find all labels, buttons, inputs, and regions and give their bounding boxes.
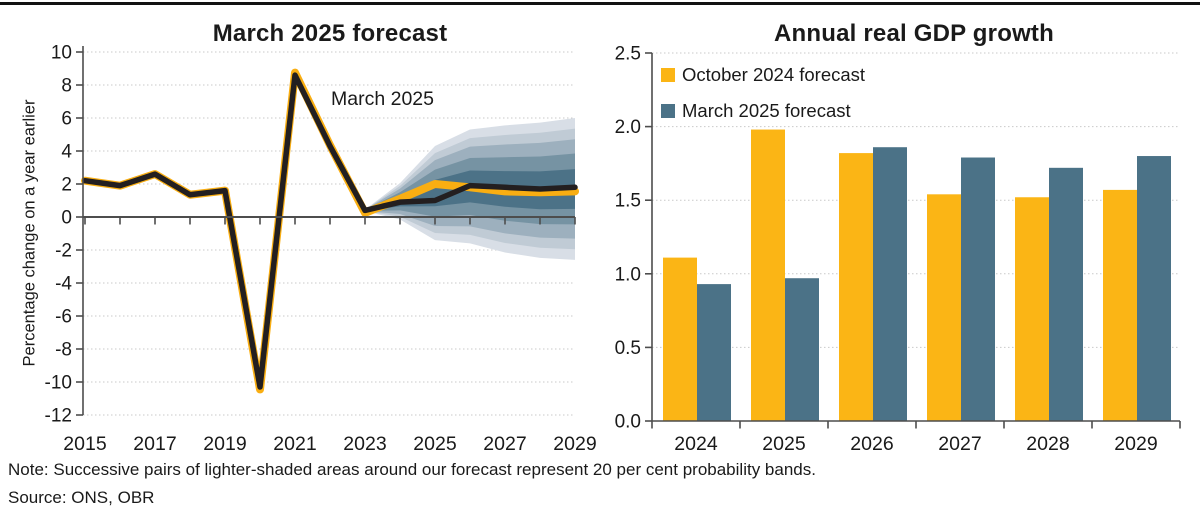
y-tick-label: 2.5 <box>615 44 641 65</box>
y-tick-label: 8 <box>61 76 72 97</box>
fan-chart-panel: March 2025 forecast Percentage change on… <box>0 0 600 460</box>
x-tick-label: 2025 <box>413 433 457 455</box>
y-tick-label: 2 <box>61 175 72 196</box>
y-tick-label: 10 <box>51 43 72 64</box>
legend-label-october-2024: October 2024 forecast <box>682 63 866 85</box>
march-bar-2026 <box>873 147 907 421</box>
bar-chart-legend: October 2024 forecast March 2025 forecas… <box>661 63 866 138</box>
x-tick-label: 2019 <box>203 433 246 455</box>
x-tick-label: 2026 <box>850 433 893 455</box>
y-tick-label: -8 <box>55 340 72 361</box>
march-2025-line-annotation: March 2025 <box>331 88 434 110</box>
top-border-rule <box>0 2 1200 5</box>
x-tick-label: 2027 <box>483 433 526 455</box>
october-bar-2026 <box>839 153 873 421</box>
x-tick-label: 2024 <box>674 433 718 455</box>
legend-label-march-2025: March 2025 forecast <box>682 99 851 121</box>
y-tick-label: 6 <box>61 109 72 130</box>
y-tick-label: -2 <box>55 241 72 262</box>
y-tick-label: 2.0 <box>615 117 641 138</box>
october-bar-2029 <box>1103 189 1137 421</box>
figure-source: Source: ONS, OBR <box>8 488 155 507</box>
x-tick-label: 2015 <box>63 433 107 455</box>
march-forecast-line <box>82 72 578 390</box>
x-tick-label: 2029 <box>1114 433 1157 455</box>
x-tick-label: 2021 <box>273 433 316 455</box>
march-bar-2027 <box>961 157 995 421</box>
legend-item-march-2025: March 2025 forecast <box>661 99 865 121</box>
october-2024-swatch-icon <box>661 67 675 82</box>
y-tick-label: -6 <box>55 307 72 328</box>
x-tick-label: 2029 <box>553 433 596 455</box>
october-bar-2025 <box>751 129 785 421</box>
x-tick-label: 2023 <box>343 433 386 455</box>
y-tick-label: -10 <box>45 373 72 394</box>
legend-item-october-2024: October 2024 forecast <box>661 63 866 85</box>
y-tick-label: 0.5 <box>615 338 641 359</box>
march-2025-swatch-icon <box>661 103 675 118</box>
x-tick-label: 2028 <box>1026 433 1069 455</box>
y-tick-label: -12 <box>45 406 72 427</box>
bar-chart-title: Annual real GDP growth <box>774 20 1054 47</box>
october-bar-2027 <box>927 194 961 421</box>
x-tick-label: 2025 <box>762 433 806 455</box>
march-bar-2029 <box>1137 156 1171 422</box>
figure-note: Note: Successive pairs of lighter-shaded… <box>8 460 816 479</box>
x-tick-label: 2027 <box>938 433 981 455</box>
y-tick-label: 0 <box>61 208 72 229</box>
x-tick-label: 2017 <box>133 433 176 455</box>
y-tick-label: 0.0 <box>615 412 641 433</box>
fan-chart-canvas: 10 8 6 4 2 0 -2 -4 -6 -8 -10 -12 2015 2017 2019 2021 202… <box>45 43 597 456</box>
march-bar-2025 <box>785 278 819 421</box>
y-tick-label: 4 <box>61 142 72 163</box>
march-bar-2028 <box>1049 167 1083 421</box>
march-bar-2024 <box>697 284 731 421</box>
y-tick-label: 1.5 <box>615 191 641 212</box>
bar-chart-panel: Annual real GDP growth 0.0 0.5 1.0 1.5 2.0 2.… <box>600 0 1200 460</box>
y-tick-label: 1.0 <box>615 264 641 285</box>
fan-chart-title: March 2025 forecast <box>212 20 448 47</box>
y-tick-label: -4 <box>55 274 72 295</box>
bar-chart-canvas: 0.0 0.5 1.0 1.5 2.0 2.5 2024 2025 2026 2027 2028 20… <box>615 44 1181 455</box>
october-bar-2024 <box>663 257 697 421</box>
october-bar-2028 <box>1015 197 1049 421</box>
